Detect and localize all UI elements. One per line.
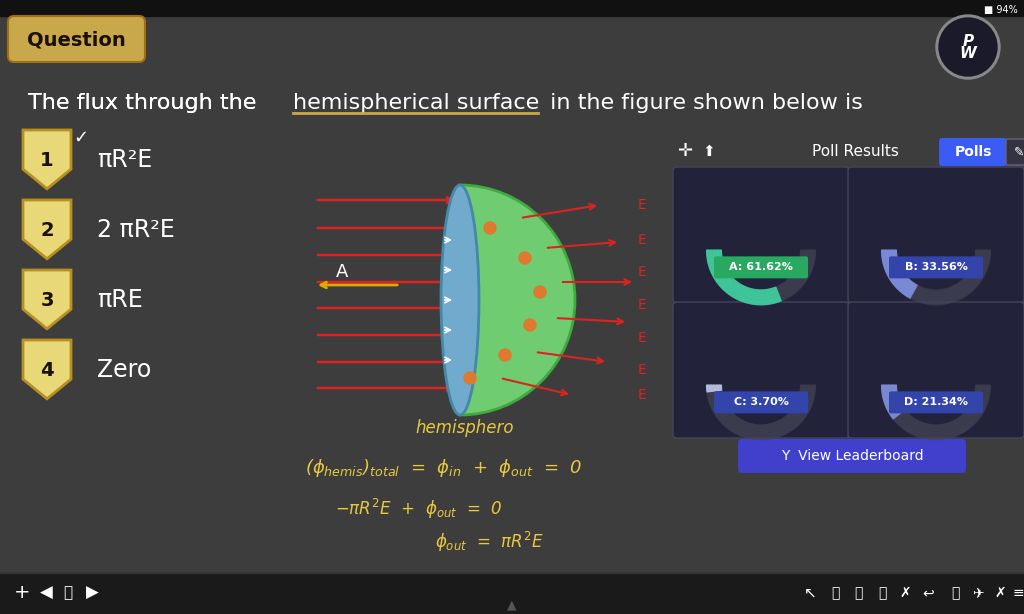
Text: E: E [638,363,647,377]
Text: ◀: ◀ [40,584,52,602]
Text: Y  View Leaderboard: Y View Leaderboard [780,449,924,463]
Text: Zero: Zero [97,358,152,382]
FancyBboxPatch shape [848,302,1024,438]
Text: E: E [638,233,647,247]
Text: 👤: 👤 [63,586,73,600]
Bar [0,0,1024,16]
Text: ✗: ✗ [899,586,910,600]
Text: 4: 4 [40,360,54,379]
Text: ■ 94%: ■ 94% [984,5,1018,15]
Text: ✎: ✎ [1014,146,1024,158]
Circle shape [519,252,531,264]
Text: ⬜: ⬜ [830,586,840,600]
Wedge shape [460,185,575,415]
FancyBboxPatch shape [939,138,1007,166]
Text: Polls: Polls [954,145,991,159]
Text: ⬆: ⬆ [702,144,715,158]
Text: ▲: ▲ [507,599,517,612]
Text: 🔍: 🔍 [951,586,959,600]
FancyBboxPatch shape [714,391,808,413]
Text: A: 61.62%: A: 61.62% [729,262,793,273]
Text: A: A [336,263,348,281]
Text: πRE: πRE [97,288,142,312]
Text: ▶: ▶ [86,584,98,602]
Text: $\phi_{out}$  =  $\pi R^2 E$: $\phi_{out}$ = $\pi R^2 E$ [435,530,544,554]
Text: E: E [638,331,647,345]
Circle shape [499,349,511,361]
Bar [0,573,1024,614]
Circle shape [939,18,997,76]
Text: C: 3.70%: C: 3.70% [733,397,788,407]
FancyBboxPatch shape [714,257,808,278]
Text: The flux through the: The flux through the [28,93,263,113]
Text: 2 πR²E: 2 πR²E [97,218,175,242]
Text: 👁: 👁 [854,586,862,600]
Text: Question: Question [27,31,125,50]
Text: D: 21.34%: D: 21.34% [904,397,968,407]
Text: 1: 1 [40,150,54,169]
Text: Poll Results: Poll Results [812,144,899,158]
FancyBboxPatch shape [673,302,849,438]
Text: ↖: ↖ [804,586,816,600]
Circle shape [484,222,496,234]
Ellipse shape [441,185,479,415]
FancyBboxPatch shape [738,439,966,473]
Text: E: E [638,265,647,279]
Text: hemispherical surface: hemispherical surface [293,93,540,113]
Circle shape [936,15,1000,79]
FancyBboxPatch shape [848,167,1024,303]
FancyBboxPatch shape [889,257,983,278]
Text: 3: 3 [40,290,53,309]
Text: ≡: ≡ [1012,586,1024,600]
Text: B: 33.56%: B: 33.56% [904,262,968,273]
Text: E: E [638,198,647,212]
Text: E: E [638,388,647,402]
Text: The flux through the: The flux through the [28,93,263,113]
Polygon shape [23,340,71,399]
Text: ✛: ✛ [677,142,692,160]
Text: E: E [638,298,647,312]
Text: πR²E: πR²E [97,148,153,172]
Text: ✈: ✈ [972,586,984,600]
Text: P: P [963,34,974,50]
Polygon shape [23,270,71,329]
Circle shape [534,286,546,298]
Circle shape [464,372,476,384]
Text: W: W [959,47,977,61]
Text: in the figure shown below is: in the figure shown below is [543,93,863,113]
Text: ⬜: ⬜ [878,586,886,600]
Polygon shape [23,130,71,188]
Text: 2: 2 [40,220,54,239]
Circle shape [524,319,536,331]
Text: ✓: ✓ [73,129,88,147]
Text: ✗: ✗ [994,586,1006,600]
Text: $-\pi R^2 E$  +  $\phi_{out}$  =  0: $-\pi R^2 E$ + $\phi_{out}$ = 0 [335,497,503,521]
Text: hemisphero: hemisphero [415,419,513,437]
Text: ($\phi_{hemis}$)$_{total}$  =  $\phi_{in}$  +  $\phi_{out}$  =  0: ($\phi_{hemis}$)$_{total}$ = $\phi_{in}$… [305,457,583,479]
Text: ↩: ↩ [923,586,934,600]
FancyBboxPatch shape [889,391,983,413]
Text: +: + [13,583,31,602]
Polygon shape [23,200,71,258]
FancyBboxPatch shape [8,16,145,62]
FancyBboxPatch shape [1006,139,1024,165]
FancyBboxPatch shape [673,167,849,303]
